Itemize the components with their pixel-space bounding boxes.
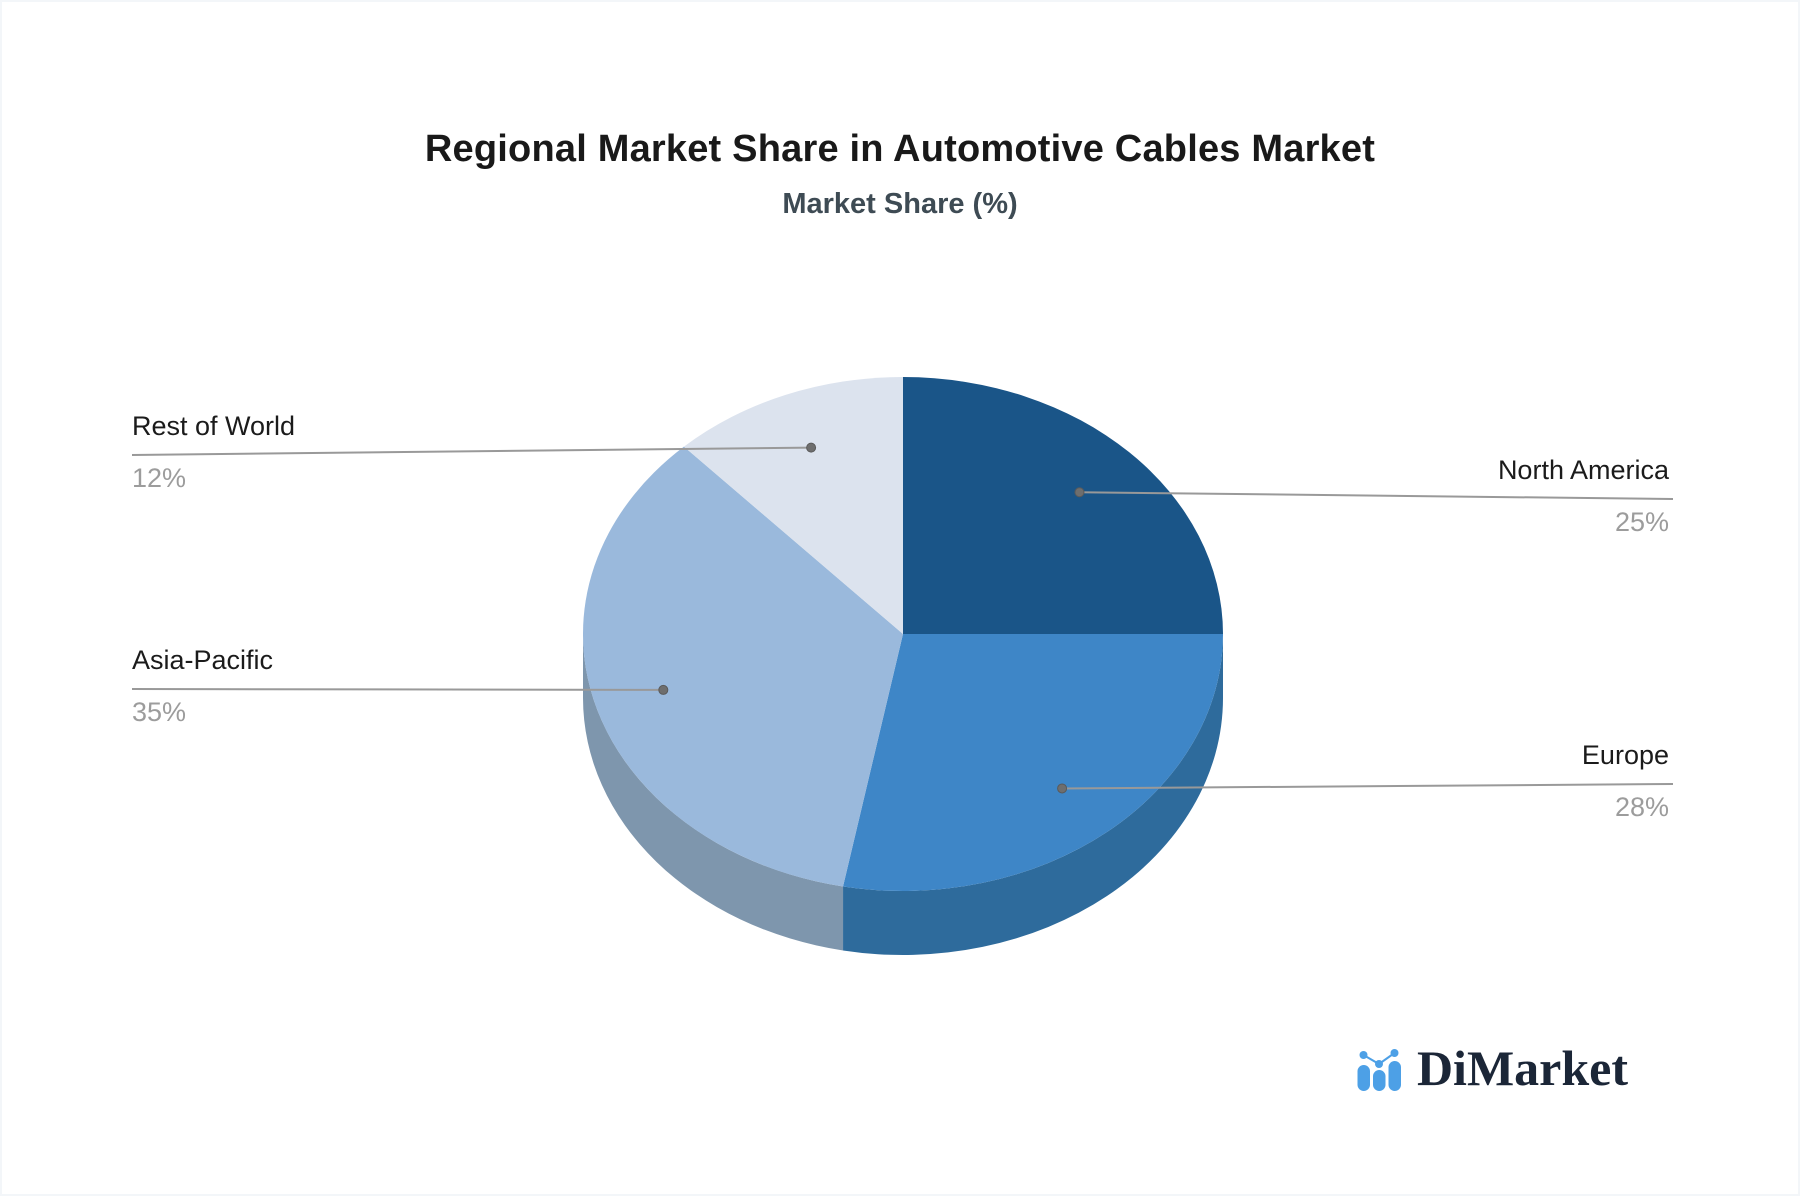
pie-slice-rest-of-world[interactable] xyxy=(683,377,903,634)
connector-dot-rest-of-world xyxy=(806,442,817,453)
chart-title: Regional Market Share in Automotive Cabl… xyxy=(424,128,1376,170)
connector-line-asia-pacific xyxy=(131,688,664,691)
pie-slice-north-america[interactable] xyxy=(903,377,1223,634)
pie-slice-side-europe xyxy=(843,634,1223,956)
pie-top-surfaces xyxy=(583,377,1223,891)
connector-line-europe xyxy=(1062,783,1674,790)
pie-slice-side-asia-pacific xyxy=(583,634,844,951)
connector-dot-north-america xyxy=(1074,487,1085,498)
pie-label-north-america: North America xyxy=(1497,455,1669,485)
connector-dot-asia-pacific xyxy=(658,684,669,695)
pie-label-rest-of-world: Rest of World xyxy=(132,411,296,441)
connector-line-north-america xyxy=(1079,491,1674,500)
pie-label-europe: Europe xyxy=(1581,740,1669,770)
pie-slice-asia-pacific[interactable] xyxy=(583,446,903,887)
pie-side-walls xyxy=(583,634,1223,956)
bar-chart-logo-icon xyxy=(1357,1049,1401,1091)
dimarket-logo: DiMarket xyxy=(1356,1042,1628,1094)
pie-connectors xyxy=(131,442,1674,794)
pie-pct-asia-pacific: 35% xyxy=(132,697,187,727)
pie-slice-europe[interactable] xyxy=(843,634,1223,891)
pie-pct-north-america: 25% xyxy=(1614,507,1669,537)
pie-label-asia-pacific: Asia-Pacific xyxy=(132,645,274,675)
connector-line-rest-of-world xyxy=(131,446,812,456)
logo-text: DiMarket xyxy=(1416,1040,1628,1096)
pie-pct-rest-of-world: 12% xyxy=(132,463,187,493)
connector-dot-europe xyxy=(1057,783,1068,794)
chart-subtitle: Market Share (%) xyxy=(782,188,1018,220)
pie-pct-europe: 28% xyxy=(1614,792,1669,822)
